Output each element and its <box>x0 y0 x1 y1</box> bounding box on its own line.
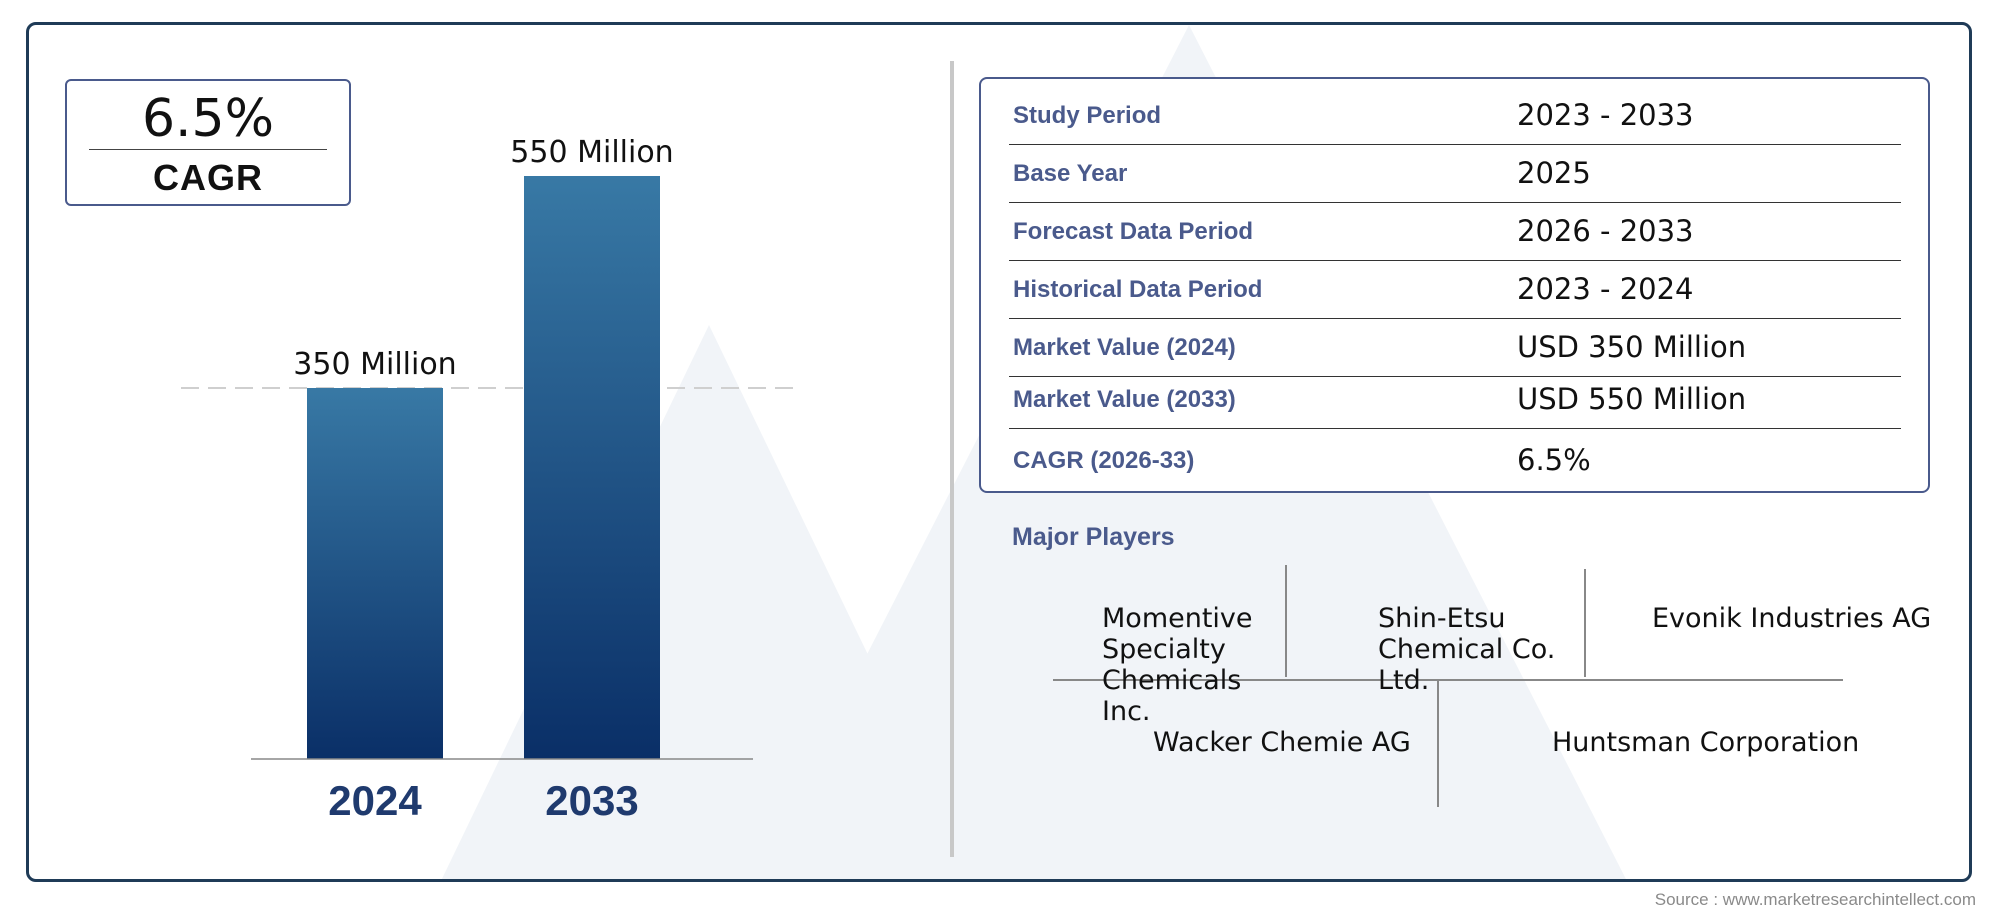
row-value: 2026 - 2033 <box>1517 214 1694 248</box>
row-value: USD 350 Million <box>1517 330 1747 364</box>
player-name: Shin-Etsu Chemical Co. Ltd. <box>1378 603 1556 696</box>
player-name: Huntsman Corporation <box>1552 727 1860 758</box>
row-label: Market Value (2033) <box>1013 386 1236 413</box>
cagr-divider <box>89 149 327 150</box>
data-label: 350 Million <box>293 347 456 382</box>
table-row: Historical Data Period 2023 - 2024 <box>1009 261 1901 319</box>
player-divider <box>1584 569 1586 677</box>
player-divider <box>1437 681 1439 807</box>
row-value: 6.5% <box>1517 443 1591 477</box>
player-divider <box>1285 565 1287 677</box>
bar-2033 <box>524 176 660 759</box>
category-label: 2033 <box>545 777 638 824</box>
player-name: Wacker Chemie AG <box>1153 727 1411 758</box>
table-row: CAGR (2026-33) 6.5% <box>1009 429 1901 489</box>
row-label: Study Period <box>1013 102 1162 129</box>
table-row: Forecast Data Period 2026 - 2033 <box>1009 203 1901 261</box>
panel-divider <box>950 61 954 857</box>
row-value: 2023 - 2033 <box>1517 98 1694 132</box>
row-value: 2023 - 2024 <box>1517 272 1694 306</box>
major-players-title: Major Players <box>1012 523 1175 551</box>
table-row: Market Value (2024) USD 350 Million <box>1009 319 1901 377</box>
table-row: Base Year 2025 <box>1009 145 1901 203</box>
category-label: 2024 <box>328 777 422 824</box>
row-value: 2025 <box>1517 156 1591 190</box>
row-label: Market Value (2024) <box>1013 334 1236 361</box>
row-label: CAGR (2026-33) <box>1013 447 1195 474</box>
table-row: Study Period 2023 - 2033 <box>1009 79 1901 145</box>
cagr-box: 6.5% CAGR <box>65 79 351 206</box>
cagr-label: CAGR <box>153 157 263 198</box>
player-name: Evonik Industries AG <box>1652 603 1932 634</box>
row-label: Base Year <box>1013 160 1128 187</box>
player-name: Momentive Specialty Chemicals Inc. <box>1102 603 1253 727</box>
report-frame: 6.5% CAGR 350 Million 2024 550 Million 2033… <box>26 22 1972 882</box>
bar-chart: 350 Million 2024 550 Million 2033 <box>181 135 795 824</box>
cagr-value: 6.5% <box>141 89 275 149</box>
bar-2024 <box>307 388 443 759</box>
row-label: Historical Data Period <box>1013 276 1263 303</box>
data-label: 550 Million <box>510 135 673 170</box>
source-credit: Source : www.marketresearchintellect.com <box>1654 890 1976 909</box>
row-label: Forecast Data Period <box>1013 218 1254 245</box>
player-divider <box>1053 679 1843 681</box>
table-row: Market Value (2033) USD 550 Million <box>1009 377 1901 429</box>
row-value: USD 550 Million <box>1517 382 1747 416</box>
market-info-table: Study Period 2023 - 2033 Base Year 2025 … <box>979 77 1930 493</box>
